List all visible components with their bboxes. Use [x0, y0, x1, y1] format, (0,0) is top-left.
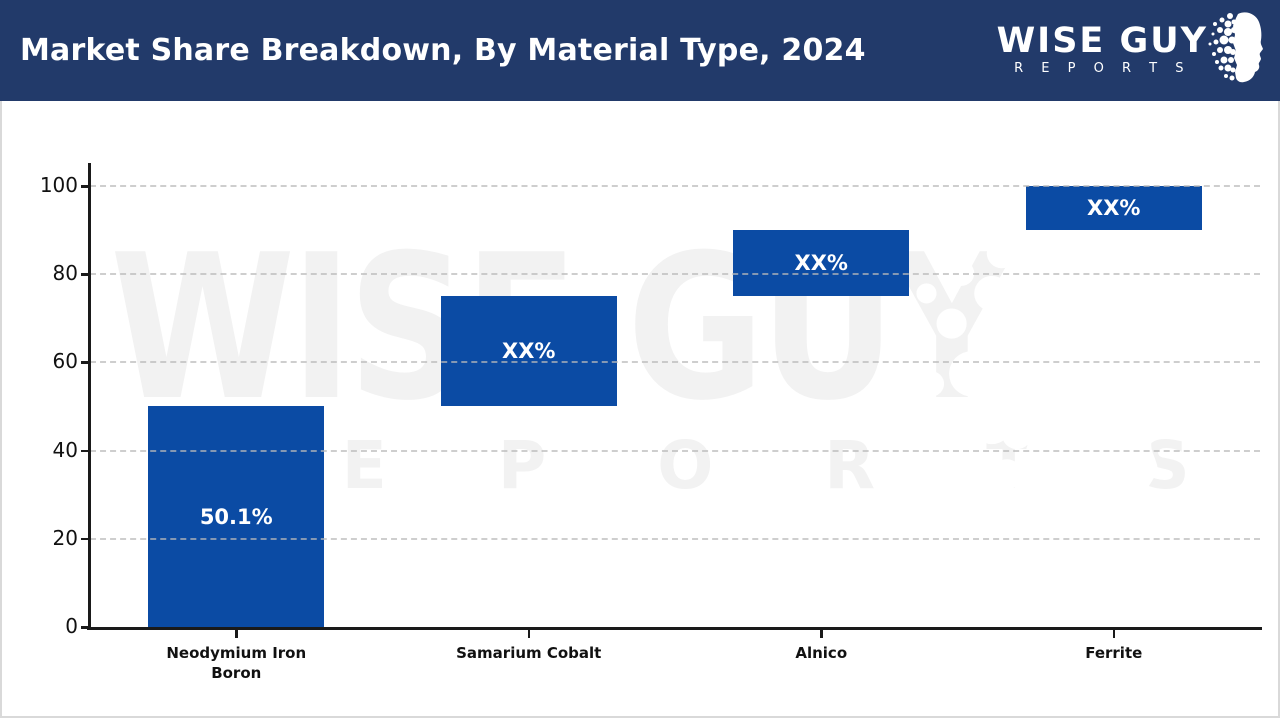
y-tick-label: 0: [65, 614, 78, 638]
header-bar: Market Share Breakdown, By Material Type…: [0, 0, 1280, 101]
gridline: [90, 185, 1260, 187]
y-axis-line: [88, 163, 91, 630]
bar-segment: XX%: [1025, 186, 1202, 231]
x-tick-mark: [1112, 630, 1116, 638]
y-tick-mark: [81, 361, 89, 364]
gridline: [90, 361, 1260, 364]
x-tick-mark: [527, 630, 531, 638]
y-tick-mark: [81, 449, 89, 453]
logo-wordmark: WISE GUY: [996, 20, 1208, 61]
y-tick-mark: [81, 273, 89, 276]
bar-value-label: 50.1%: [199, 504, 273, 529]
page-title: Market Share Breakdown, By Material Type…: [20, 33, 866, 68]
gridline: [90, 273, 1260, 276]
y-tick-mark: [81, 185, 89, 188]
y-tick-mark: [81, 537, 89, 541]
y-tick-label: 40: [52, 437, 78, 462]
bar-segment: XX%: [440, 296, 617, 407]
x-category-label: Ferrite: [1085, 644, 1143, 662]
logo-face-icon: [1208, 12, 1263, 83]
y-tick-label: 60: [52, 349, 78, 374]
x-category-label: Samarium Cobalt: [456, 644, 602, 662]
y-tick-label: 80: [52, 261, 78, 286]
bar-segment: 50.1%: [148, 406, 325, 627]
y-tick-label: 100: [39, 173, 78, 197]
x-category-label: Alnico: [795, 644, 848, 662]
gridline: [90, 537, 1260, 540]
chart-area: 0 20 40 60 80 100 50.1% Neodymium Iron Boron XX%…: [2, 101, 1278, 716]
chart-panel: WISE GUY R E P O R T S 0 20 40 60 80 100 50.1%…: [0, 101, 1280, 718]
logo-subtitle: R E P O R T S: [1014, 60, 1191, 76]
y-tick-label: 20: [52, 525, 78, 550]
bar-segment: XX%: [733, 230, 910, 297]
bar-value-label: XX%: [502, 339, 556, 364]
logo-text: WISE GUY R E P O R T S: [997, 21, 1208, 76]
x-category-label: Neodymium Iron Boron: [166, 644, 307, 683]
bar-value-label: XX%: [794, 251, 848, 276]
gridline: [90, 449, 1260, 452]
x-tick-mark: [235, 630, 238, 638]
bar-value-label: XX%: [1087, 196, 1141, 221]
y-tick-mark: [81, 626, 89, 629]
x-tick-mark: [820, 630, 823, 638]
wise-guy-logo: WISE GUY R E P O R T S: [997, 8, 1270, 88]
x-axis-line: [87, 627, 1262, 630]
